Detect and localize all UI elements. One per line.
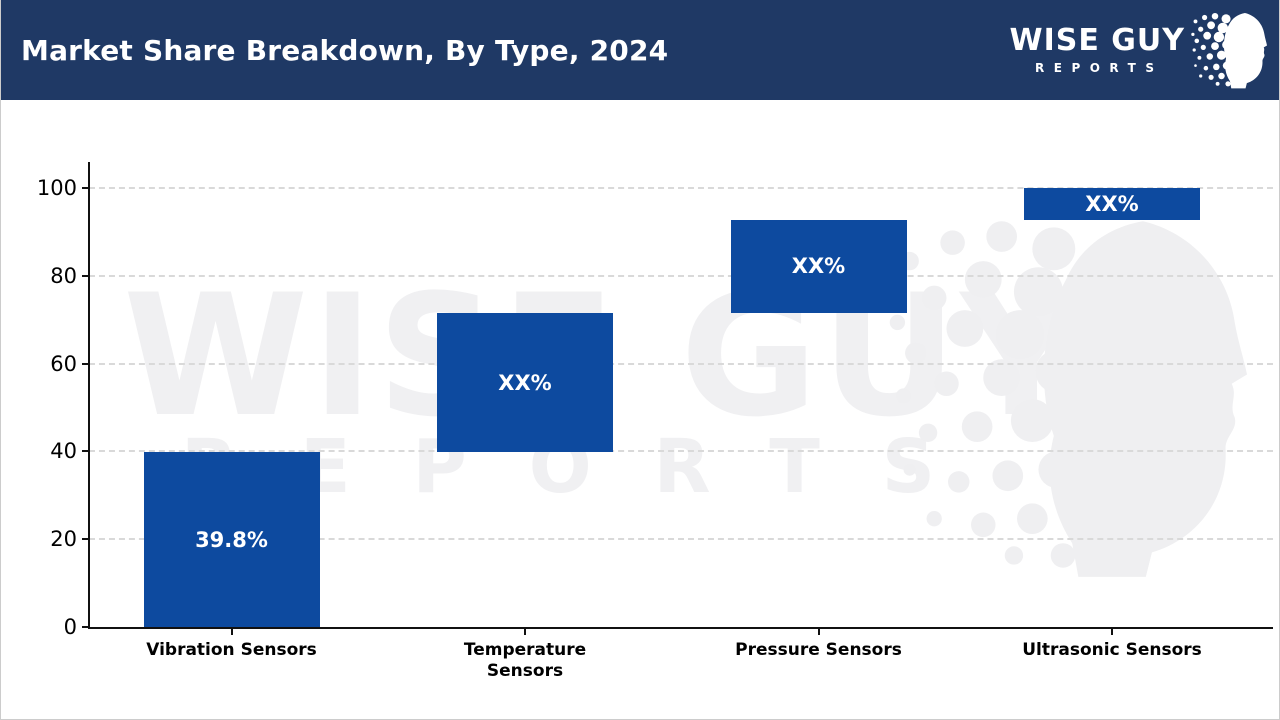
x-tick-mark	[817, 629, 820, 635]
logo-text: WISE GUY REPORTS	[1009, 22, 1185, 75]
gridline-100	[89, 187, 1273, 189]
y-tick-mark	[82, 362, 89, 365]
x-tick-mark	[1111, 629, 1113, 635]
bar-temperature-sensors: XX%	[437, 313, 613, 453]
gridline-20	[89, 538, 1273, 541]
y-axis-line	[88, 162, 90, 629]
y-tick-label: 100	[36, 176, 77, 200]
x-tick-label: Vibration Sensors	[146, 640, 317, 660]
wise-guy-logo: WISE GUY REPORTS	[1009, 8, 1267, 92]
header-band: Market Share Breakdown, By Type, 2024 WI…	[1, 0, 1279, 100]
x-axis-line	[88, 627, 1273, 629]
y-tick-mark	[82, 538, 89, 541]
x-tick-label: Pressure Sensors	[735, 640, 902, 660]
bar-vibration-sensors: 39.8%	[143, 452, 320, 627]
y-tick-mark	[82, 274, 89, 277]
y-tick-label: 60	[50, 351, 77, 376]
y-tick-mark	[82, 187, 89, 189]
logo-reports: REPORTS	[1035, 60, 1164, 75]
chart-title: Market Share Breakdown, By Type, 2024	[21, 33, 669, 67]
logo-wise-guy: WISE GUY	[1009, 22, 1185, 58]
bar-value-label: 39.8%	[195, 527, 268, 552]
x-tick-label: Ultrasonic Sensors	[1022, 640, 1202, 660]
y-tick-label: 20	[50, 527, 77, 552]
y-tick-label: 40	[50, 439, 77, 464]
y-tick-label: 0	[63, 615, 77, 639]
bar-value-label: XX%	[791, 254, 846, 279]
logo-face-icon	[1191, 12, 1267, 89]
gridline-80	[89, 274, 1273, 277]
bar-pressure-sensors: XX%	[730, 219, 907, 314]
bar-ultrasonic-sensors: XX%	[1024, 188, 1200, 220]
gridline-60	[89, 362, 1273, 365]
x-tick-label: Temperature Sensors	[463, 640, 587, 681]
bar-value-label: XX%	[1085, 191, 1139, 216]
bar-value-label: XX%	[498, 370, 552, 395]
watermark-face-icon	[889, 221, 1247, 577]
gridline-40	[89, 450, 1273, 453]
x-tick-mark	[524, 629, 526, 635]
y-tick-mark	[82, 450, 89, 453]
y-tick-mark	[82, 626, 89, 628]
y-tick-label: 80	[50, 263, 77, 288]
x-tick-mark	[230, 629, 233, 635]
